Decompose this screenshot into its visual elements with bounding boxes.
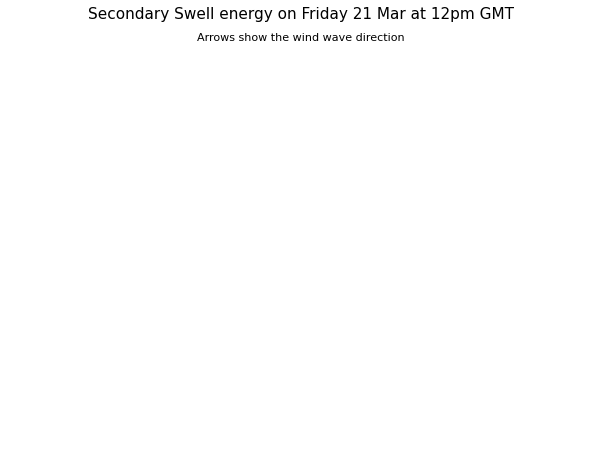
Text: Cartopy required for map rendering: Cartopy required for map rendering — [176, 249, 425, 263]
Text: Arrows show the wind wave direction: Arrows show the wind wave direction — [197, 33, 404, 43]
Text: Secondary Swell energy on Friday 21 Mar at 12pm GMT: Secondary Swell energy on Friday 21 Mar … — [88, 7, 513, 22]
